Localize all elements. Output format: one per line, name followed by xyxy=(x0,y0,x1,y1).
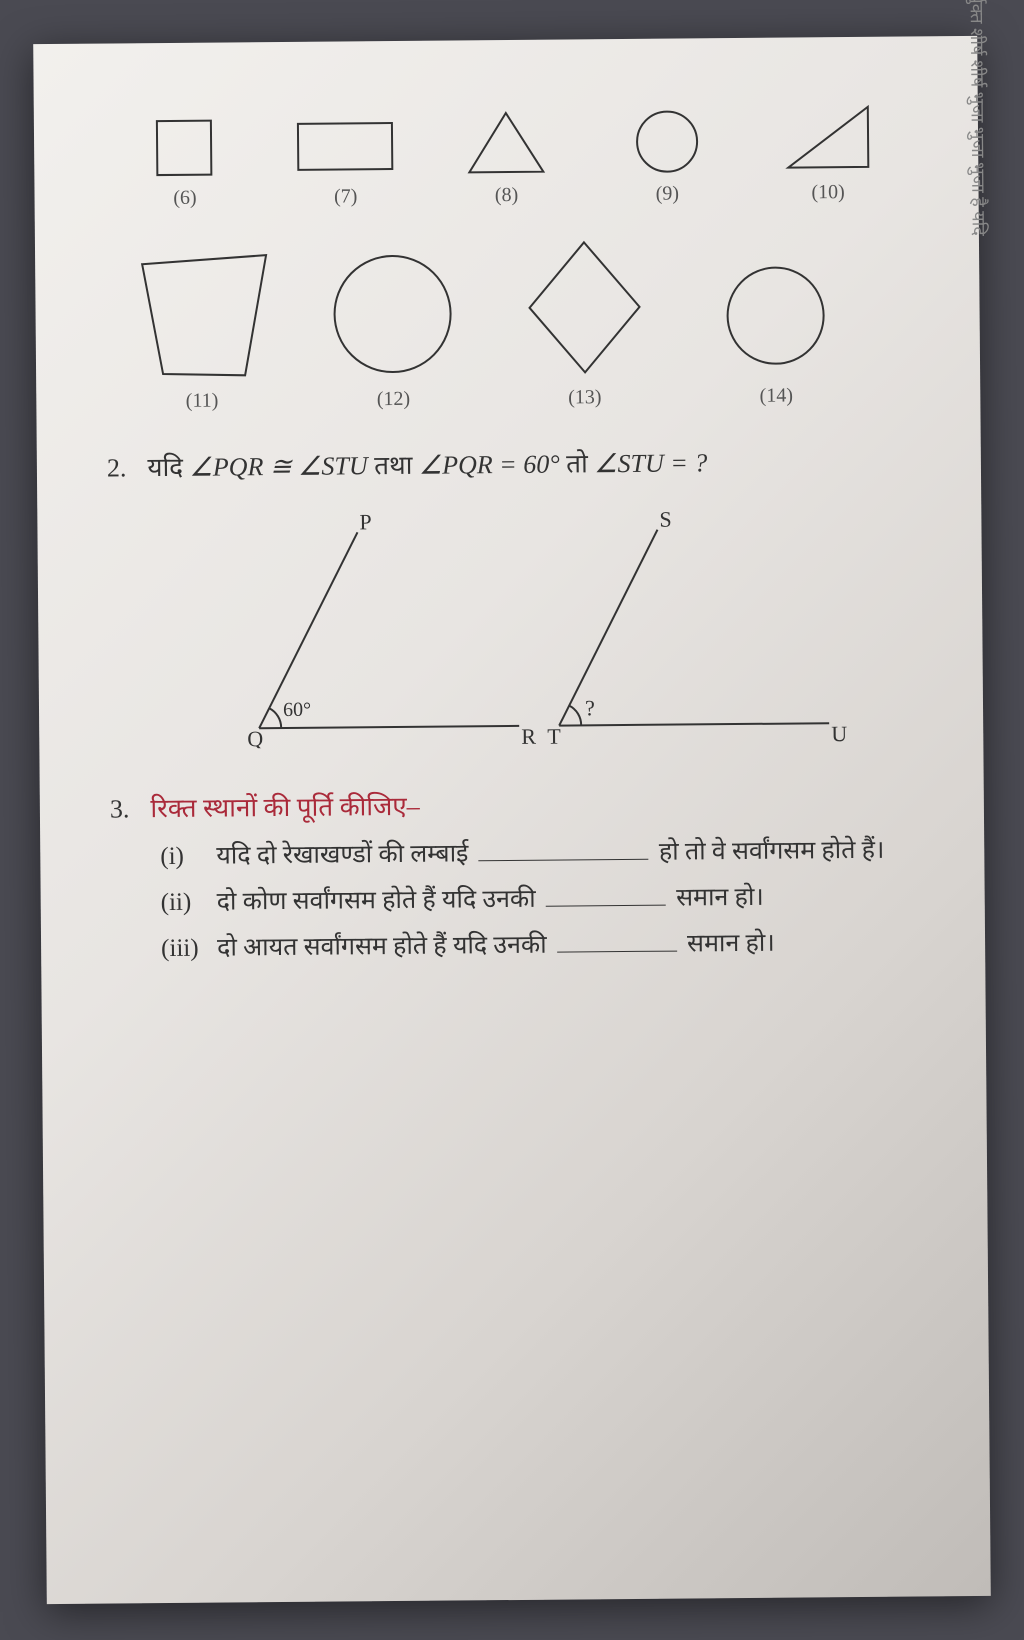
q3-item-i: (i) यदि दो रेखाखण्डों की लम्बाई हो तो वे… xyxy=(160,837,914,876)
shape-7-rectangle: (7) xyxy=(265,111,427,209)
textbook-page: (6) (7) (8) (9) (10) xyxy=(33,36,991,1604)
q3-item-ii: (ii) दो कोण सर्वांगसम होते हैं यदि उनकी … xyxy=(161,883,915,922)
vertex-t: T xyxy=(547,723,561,748)
roman-i: (i) xyxy=(160,843,216,871)
shape-12-circle: (12) xyxy=(296,243,489,412)
shape-label: (14) xyxy=(680,384,872,409)
question-2: 2. यदि ∠PQR ≅ ∠STU तथा ∠PQR = 60° तो ∠ST… xyxy=(107,441,911,490)
shape-13-rhombus: (13) xyxy=(488,232,681,411)
shape-label: (11) xyxy=(106,389,298,414)
vertex-q: Q xyxy=(247,726,263,748)
shape-label: (12) xyxy=(298,387,490,412)
shape-11-quadrilateral: (11) xyxy=(105,245,298,414)
shapes-row-2: (11) (12) (13) (14) xyxy=(105,230,911,414)
shape-8-triangle: (8) xyxy=(425,104,587,207)
shape-10-triangle: (10) xyxy=(747,97,909,205)
vertex-u: U xyxy=(831,721,847,746)
blank xyxy=(557,951,677,953)
vertex-r: R xyxy=(521,723,536,748)
shape-6-square: (6) xyxy=(104,112,266,210)
shape-label: (8) xyxy=(426,183,587,207)
shapes-row-1: (6) (7) (8) (9) (10) xyxy=(104,97,909,211)
blank xyxy=(479,859,649,861)
angle-unknown: ? xyxy=(585,695,595,720)
vertex-p: P xyxy=(359,509,371,534)
q3-item-iii: (iii) दो आयत सर्वांगसम होते हैं यदि उनकी… xyxy=(161,929,915,968)
roman-ii: (ii) xyxy=(161,889,217,917)
q3-heading: रिक्त स्थानों की पूर्ति कीजिए– xyxy=(150,791,420,822)
shape-label: (13) xyxy=(489,386,681,411)
question-3: 3. रिक्त स्थानों की पूर्ति कीजिए– xyxy=(110,781,914,830)
shape-label: (9) xyxy=(587,182,748,206)
shape-label: (10) xyxy=(748,181,909,205)
shape-label: (6) xyxy=(104,186,265,210)
angle-diagram: P Q R 60° S T U ? xyxy=(227,502,913,753)
blank xyxy=(546,905,666,907)
q2-number: 2. xyxy=(107,447,141,489)
vertex-s: S xyxy=(659,506,671,531)
shape-9-circle: (9) xyxy=(586,103,748,206)
q3-number: 3. xyxy=(110,788,144,830)
roman-iii: (iii) xyxy=(161,935,217,963)
shape-14-circle: (14) xyxy=(679,250,872,409)
angle-60: 60° xyxy=(283,698,311,720)
page-edge-text: उपर्युक्त शीर्ष शीर्ष भुजा भुजा भुजा है … xyxy=(963,0,989,236)
shape-label: (7) xyxy=(265,185,426,209)
q2-text: यदि ∠PQR ≅ ∠STU तथा ∠PQR = 60° तो ∠STU =… xyxy=(147,448,707,482)
